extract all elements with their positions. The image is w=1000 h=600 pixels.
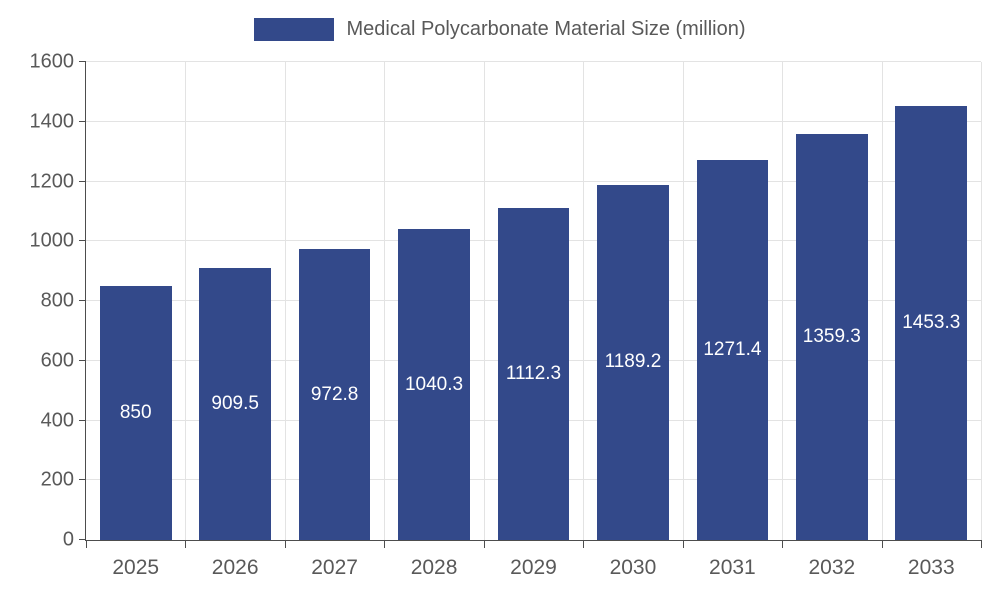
y-axis-tick-label: 1200 — [29, 170, 75, 192]
bar-2032: 1359.3 — [796, 133, 868, 540]
x-gridline — [384, 62, 386, 540]
bar-2033: 1453.3 — [895, 105, 968, 540]
bar-value-label: 1040.3 — [404, 373, 464, 395]
y-axis-tick-label: 400 — [40, 409, 74, 431]
x-tick-mark — [782, 540, 784, 548]
legend[interactable]: Medical Polycarbonate Material Size (mil… — [0, 18, 1000, 41]
x-tick-mark — [583, 540, 585, 548]
bar-2029: 1112.3 — [497, 207, 570, 540]
bar-2025: 850 — [99, 286, 172, 540]
x-axis-tick-label: 2025 — [112, 556, 160, 579]
bar-value-label: 1189.2 — [604, 351, 662, 373]
x-gridline — [284, 62, 286, 540]
bar-2028: 1040.3 — [398, 229, 470, 540]
x-tick-mark — [284, 540, 286, 548]
x-axis-tick-label: 2032 — [808, 556, 856, 579]
x-axis-tick-label: 2027 — [311, 556, 358, 579]
x-gridline — [185, 62, 187, 540]
y-tick-mark — [79, 300, 86, 301]
y-gridline — [86, 120, 981, 122]
y-axis-tick-label: 0 — [62, 528, 74, 551]
x-gridline — [981, 62, 982, 540]
x-axis-tick-label: 2026 — [211, 556, 259, 579]
bar-value-label: 972.8 — [310, 383, 359, 405]
x-axis-tick-label: 2028 — [410, 556, 458, 579]
y-tick-mark — [79, 479, 86, 481]
y-axis-tick-label: 800 — [40, 289, 74, 312]
bar-value-label: 1453.3 — [902, 311, 961, 333]
x-tick-mark — [483, 540, 485, 548]
x-axis-tick-label: 2033 — [907, 556, 955, 579]
y-tick-mark — [79, 61, 86, 62]
bar-value-label: 850 — [119, 402, 152, 424]
y-tick-mark — [79, 419, 86, 421]
bar-value-label: 1271.4 — [703, 339, 762, 361]
y-axis-tick-label: 1000 — [29, 229, 75, 252]
bar-2027: 972.8 — [298, 249, 371, 540]
x-tick-mark — [881, 540, 883, 548]
legend-swatch[interactable] — [254, 18, 335, 41]
y-gridline — [86, 61, 981, 62]
y-tick-mark — [79, 359, 86, 361]
x-tick-mark — [384, 540, 386, 548]
chart-title: Medical Polycarbonate Material Size (mil… — [346, 18, 746, 40]
bar-2026: 909.5 — [199, 268, 271, 540]
x-tick-mark — [185, 540, 187, 548]
x-tick-mark — [682, 540, 684, 548]
y-axis-tick-label: 600 — [40, 349, 74, 372]
y-axis-tick-label: 1400 — [29, 110, 75, 133]
x-gridline — [881, 62, 883, 540]
y-axis-tick-label: 200 — [40, 468, 74, 491]
x-tick-mark — [981, 540, 982, 548]
bar-value-label: 909.5 — [211, 393, 259, 415]
y-gridline — [86, 180, 981, 182]
y-tick-mark — [79, 240, 86, 242]
y-tick-mark — [79, 539, 86, 540]
plot-area: 0 200 400 600 800 1000 1200 1400 1600 850 2025 909.… — [30, 51, 982, 579]
x-axis-tick-label: 2031 — [709, 556, 756, 579]
x-gridline — [782, 62, 784, 540]
y-axis-tick-label: 1600 — [29, 50, 75, 73]
x-tick-mark — [86, 540, 87, 548]
x-gridline — [483, 62, 485, 540]
x-gridline — [583, 62, 585, 540]
x-axis-tick-label: 2030 — [609, 556, 657, 579]
bar-value-label: 1359.3 — [802, 325, 861, 347]
y-tick-mark — [79, 180, 86, 182]
y-tick-mark — [79, 120, 86, 122]
x-gridline — [682, 62, 684, 540]
x-axis-tick-label: 2029 — [510, 556, 557, 579]
bar-value-label: 1112.3 — [505, 362, 562, 384]
bar-2031: 1271.4 — [696, 160, 769, 540]
bar-2030: 1189.2 — [597, 184, 669, 540]
